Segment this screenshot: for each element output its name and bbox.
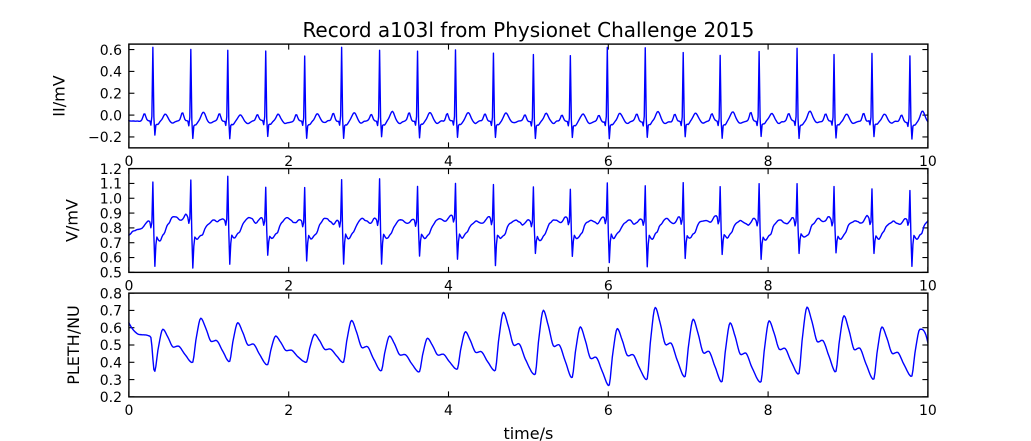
x-tick-label: 4 bbox=[444, 278, 453, 294]
x-tick-label: 4 bbox=[444, 403, 453, 419]
x-tick-label: 10 bbox=[919, 278, 937, 294]
y-tick-label: 0.4 bbox=[100, 65, 122, 81]
y-tick-label: 0.3 bbox=[100, 373, 122, 389]
x-tick-label: 0 bbox=[124, 154, 133, 170]
x-tick-label: 10 bbox=[919, 403, 937, 419]
x-tick-label: 8 bbox=[764, 154, 773, 170]
x-tick-label: 10 bbox=[919, 154, 937, 170]
subplot-ecg-v: 0 2 4 6 8 10 0.50.60.70.80.91.01.11.2 V/mV bbox=[63, 162, 937, 295]
y-axis-label-pleth: PLETH/NU bbox=[64, 305, 83, 385]
tick-marks bbox=[128, 44, 929, 148]
x-tick-label: 2 bbox=[284, 403, 293, 419]
x-tick-label: 0 bbox=[124, 278, 133, 294]
y-tick-label: 0.8 bbox=[100, 221, 122, 237]
subplot-pleth: 0 2 4 6 8 10 0.20.3 0.40.50.60.7 0.8 PLETH/NU bbox=[64, 286, 937, 419]
y-tick-label: 1.1 bbox=[100, 177, 122, 193]
axes-frame bbox=[128, 292, 929, 398]
x-tick-label: 2 bbox=[284, 278, 293, 294]
x-tick-labels: 0 2 4 6 8 10 bbox=[124, 403, 936, 419]
y-tick-label: 0.9 bbox=[100, 206, 122, 222]
y-tick-label: 0.6 bbox=[100, 43, 122, 59]
y-tick-labels: −0.2 0.0 0.2 0.4 0.6 bbox=[88, 43, 122, 146]
x-tick-label: 2 bbox=[284, 154, 293, 170]
pleth-trace bbox=[128, 306, 929, 387]
x-tick-label: 8 bbox=[764, 278, 773, 294]
y-tick-label: 0.4 bbox=[100, 355, 122, 371]
ecg-v-trace bbox=[128, 175, 929, 269]
x-axis-label: time/s bbox=[503, 424, 553, 441]
axes-frame bbox=[128, 43, 929, 149]
x-tick-label: 8 bbox=[764, 403, 773, 419]
y-tick-label: 0.7 bbox=[100, 304, 122, 320]
axes-frame bbox=[128, 167, 929, 274]
subplot-ecg-ii: 0 2 4 6 8 10 −0.2 0.0 0.2 0.4 0.6 II/mV bbox=[49, 43, 937, 170]
figure-title: Record a103l from Physionet Challenge 20… bbox=[302, 18, 754, 42]
x-tick-label: 6 bbox=[604, 403, 613, 419]
x-tick-label: 6 bbox=[604, 154, 613, 170]
y-tick-label: −0.2 bbox=[88, 130, 122, 146]
y-tick-label: 0.2 bbox=[100, 86, 122, 102]
y-tick-label: 0.0 bbox=[100, 108, 122, 124]
x-tick-labels: 0 2 4 6 8 10 bbox=[124, 154, 936, 170]
ecg-ii-trace bbox=[128, 46, 929, 140]
y-axis-label-v: V/mV bbox=[63, 199, 82, 242]
y-tick-label: 0.5 bbox=[100, 266, 122, 282]
y-tick-label: 1.2 bbox=[100, 162, 122, 178]
y-tick-labels: 0.50.60.70.80.91.01.11.2 bbox=[100, 162, 122, 282]
y-tick-label: 0.6 bbox=[100, 321, 122, 337]
y-axis-label-ii: II/mV bbox=[49, 75, 68, 116]
y-tick-label: 0.2 bbox=[100, 390, 122, 406]
y-tick-label: 0.6 bbox=[100, 251, 122, 267]
x-tick-label: 0 bbox=[124, 403, 133, 419]
y-tick-label: 0.8 bbox=[100, 286, 122, 302]
x-tick-label: 4 bbox=[444, 154, 453, 170]
y-tick-label: 0.7 bbox=[100, 236, 122, 252]
x-tick-label: 6 bbox=[604, 278, 613, 294]
y-tick-label: 1.0 bbox=[100, 191, 122, 207]
x-tick-labels: 0 2 4 6 8 10 bbox=[124, 278, 936, 294]
y-tick-labels: 0.20.3 0.40.50.60.7 0.8 bbox=[100, 286, 122, 406]
y-tick-label: 0.5 bbox=[100, 338, 122, 354]
